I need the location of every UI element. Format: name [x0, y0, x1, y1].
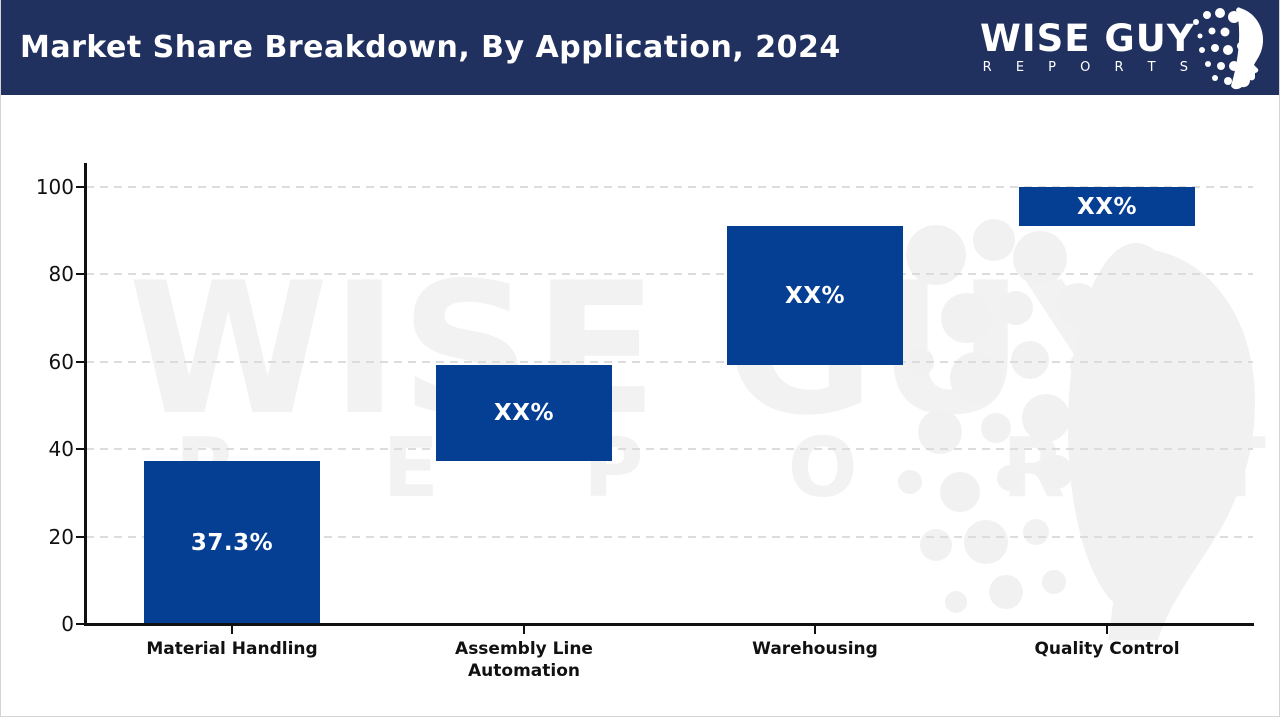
bar-2: XX% [436, 365, 612, 461]
bar-value-label: XX% [493, 400, 554, 426]
y-tick-mark [76, 273, 85, 275]
watermark-face-graphic [898, 219, 1255, 640]
bar-value-label: 37.3% [190, 529, 274, 556]
y-tick-mark [76, 361, 85, 363]
x-tick-label: Quality Control [1034, 639, 1180, 659]
watermark-wiseguy-text: WISE GUY [128, 243, 1161, 455]
x-tick-mark [231, 626, 233, 634]
logo-face-icon [1193, 6, 1264, 89]
header-bar: Market Share Breakdown, By Application, … [0, 0, 1280, 95]
frame-border-left [0, 0, 1, 717]
x-tick-mark [814, 626, 816, 634]
y-tick-label: 0 [61, 612, 74, 636]
y-tick-label: 100 [35, 175, 74, 199]
y-tick-mark [76, 623, 85, 625]
x-tick-label: Material Handling [146, 639, 318, 659]
y-tick-label: 40 [48, 437, 74, 461]
chart-title: Market Share Breakdown, By Application, … [20, 30, 841, 65]
y-tick-label: 80 [48, 262, 74, 286]
gridline [86, 361, 1253, 363]
bar-3: XX% [727, 226, 903, 365]
gridline [86, 273, 1253, 275]
y-tick-mark [76, 186, 85, 188]
gridline [86, 536, 1253, 538]
y-tick-mark [76, 536, 85, 538]
gridline [86, 448, 1253, 450]
bar-1: 37.3% [144, 461, 320, 624]
bar-value-label: XX% [1076, 193, 1137, 220]
y-tick-label: 20 [48, 525, 74, 549]
bar-4: XX% [1019, 187, 1195, 226]
x-axis-line [84, 623, 1254, 626]
x-tick-mark [1106, 626, 1108, 634]
x-tick-label: Assembly Line Automation [455, 639, 593, 681]
logo-text: WISE GUY R E P O R T S [977, 20, 1198, 75]
x-tick-mark [523, 626, 525, 634]
frame-border-bottom [0, 716, 1280, 717]
logo-wiseguy-text: WISE GUY [980, 17, 1195, 60]
y-tick-label: 60 [48, 350, 74, 374]
gridline [86, 186, 1253, 188]
y-axis-line [84, 163, 87, 626]
bar-value-label: XX% [784, 282, 845, 309]
y-tick-mark [76, 448, 85, 450]
logo-reports-text: R E P O R T S [982, 60, 1198, 75]
x-tick-label: Warehousing [752, 639, 878, 659]
wise-guy-reports-logo: WISE GUY R E P O R T S [977, 0, 1266, 95]
